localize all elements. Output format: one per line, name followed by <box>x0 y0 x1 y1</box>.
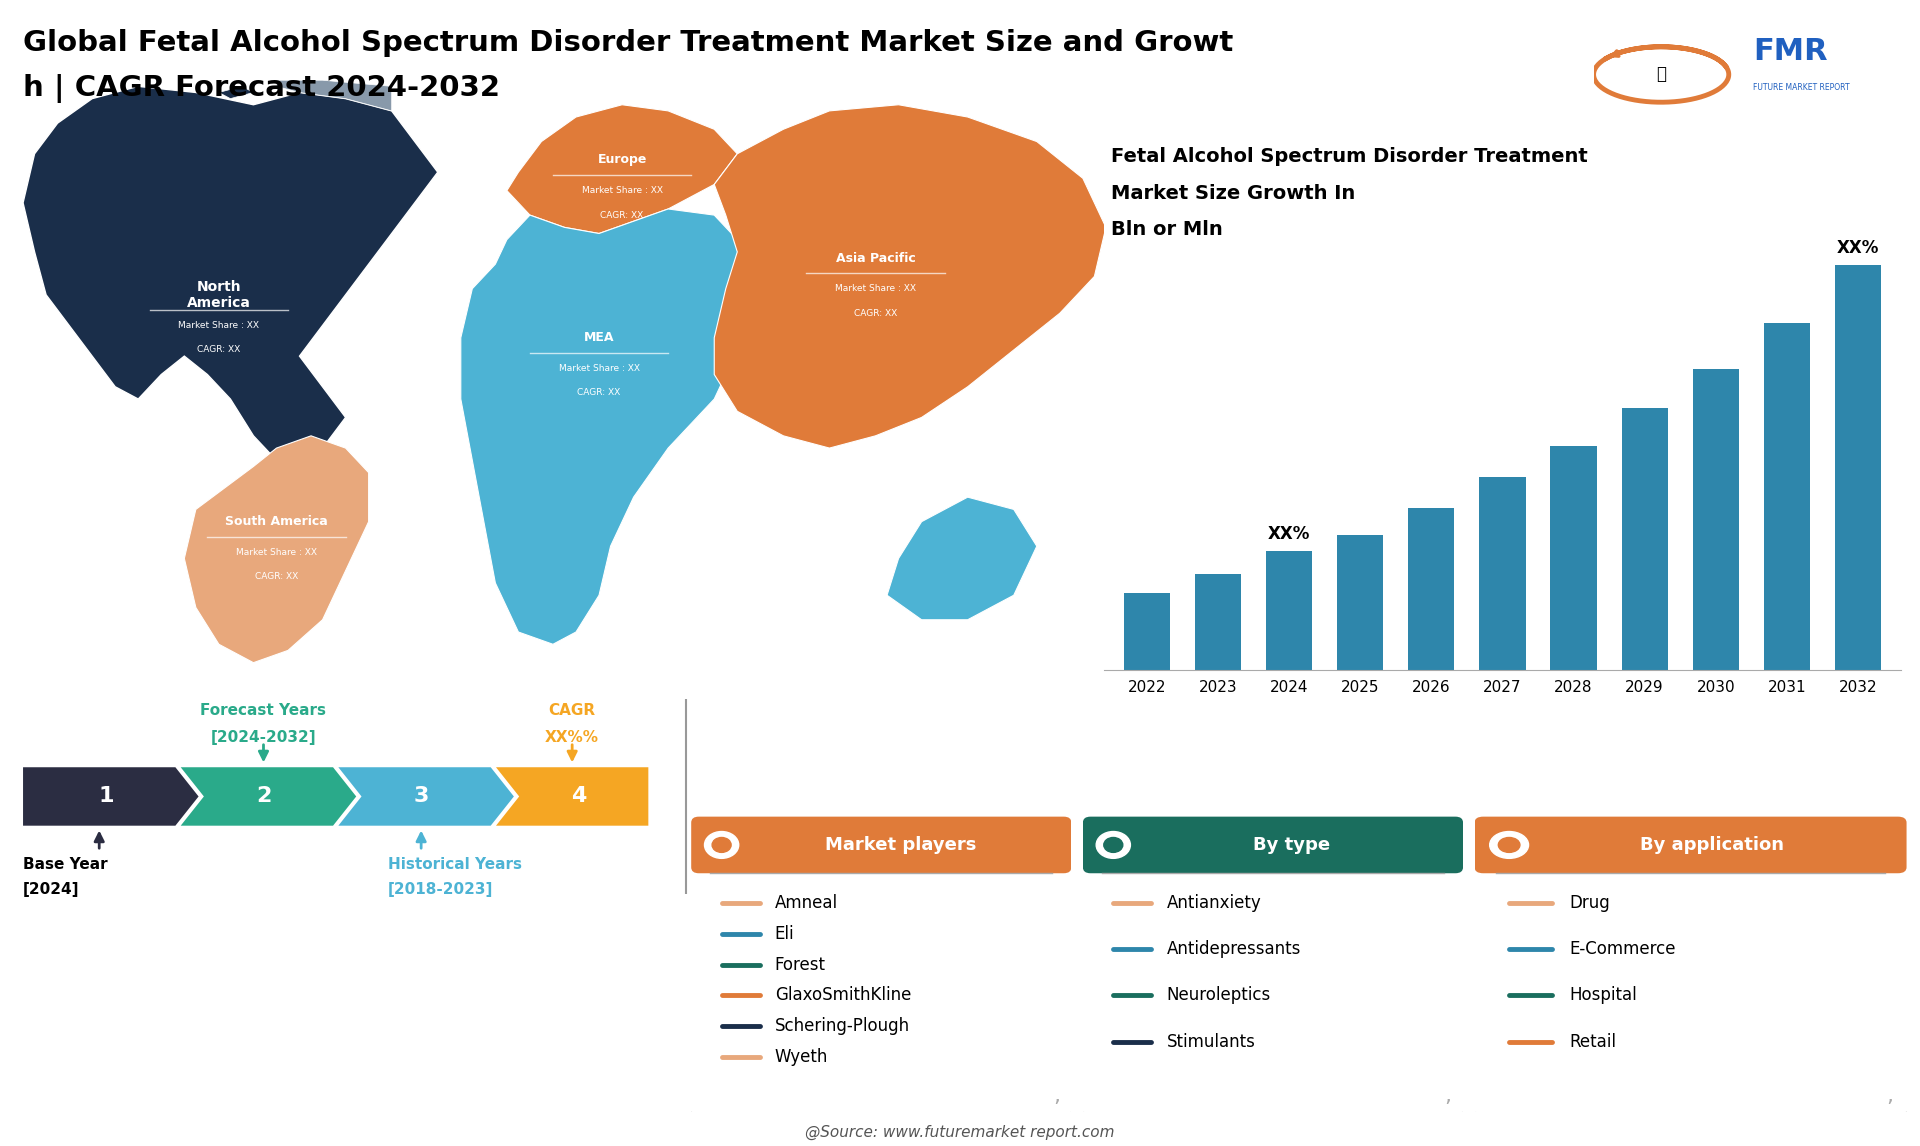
Polygon shape <box>23 768 198 825</box>
FancyBboxPatch shape <box>1475 817 1907 873</box>
Text: Schering-Plough: Schering-Plough <box>776 1018 910 1035</box>
Circle shape <box>712 838 732 853</box>
Bar <box>1478 478 1526 670</box>
Text: @Source: www.futuremarket report.com: @Source: www.futuremarket report.com <box>804 1125 1116 1140</box>
Text: h | CAGR Forecast 2024-2032: h | CAGR Forecast 2024-2032 <box>23 74 499 103</box>
Text: CAGR: XX: CAGR: XX <box>854 308 897 317</box>
Text: E-Commerce: E-Commerce <box>1569 940 1676 958</box>
Polygon shape <box>338 768 515 825</box>
Bar <box>1622 408 1668 670</box>
Polygon shape <box>23 86 438 461</box>
Text: CAGR: XX: CAGR: XX <box>255 572 298 581</box>
Polygon shape <box>180 768 357 825</box>
Text: Stimulants: Stimulants <box>1167 1033 1256 1051</box>
FancyBboxPatch shape <box>1083 817 1463 873</box>
Circle shape <box>1096 832 1131 858</box>
Text: CAGR: CAGR <box>549 702 595 717</box>
Bar <box>1265 551 1311 670</box>
Text: XX%: XX% <box>1837 240 1880 257</box>
Text: Wyeth: Wyeth <box>776 1047 828 1066</box>
Text: Market Share : XX: Market Share : XX <box>236 548 317 557</box>
Bar <box>1194 574 1240 670</box>
Text: ,: , <box>1052 1085 1060 1106</box>
Circle shape <box>1498 838 1521 853</box>
Text: Retail: Retail <box>1569 1033 1617 1051</box>
Text: CAGR: XX: CAGR: XX <box>198 345 240 354</box>
Text: [2024-2032]: [2024-2032] <box>211 730 317 745</box>
Circle shape <box>1490 832 1528 858</box>
Text: Historical Years: Historical Years <box>388 857 522 872</box>
Text: Base Year: Base Year <box>23 857 108 872</box>
Text: FMR: FMR <box>1753 38 1828 66</box>
Text: Bln or Mln: Bln or Mln <box>1112 220 1223 240</box>
Bar <box>1407 508 1453 670</box>
Text: Market Share : XX: Market Share : XX <box>835 284 916 293</box>
Text: 2: 2 <box>255 786 271 807</box>
Text: Market Share : XX: Market Share : XX <box>179 321 259 330</box>
Text: XX%%: XX%% <box>545 730 599 745</box>
Text: Europe: Europe <box>597 154 647 166</box>
Text: Fetal Alcohol Spectrum Disorder Treatment: Fetal Alcohol Spectrum Disorder Treatmen… <box>1112 148 1588 166</box>
Text: 3: 3 <box>413 786 428 807</box>
Bar <box>1123 594 1169 670</box>
Text: North
America: North America <box>186 280 252 309</box>
Text: By type: By type <box>1254 835 1331 854</box>
Text: Drug: Drug <box>1569 894 1611 912</box>
Text: ,: , <box>1887 1085 1893 1106</box>
Text: South America: South America <box>225 516 328 528</box>
Bar <box>1693 369 1740 670</box>
Text: Neuroleptics: Neuroleptics <box>1167 987 1271 1004</box>
Text: Forest: Forest <box>776 956 826 974</box>
Bar <box>1551 447 1597 670</box>
Text: [2024]: [2024] <box>23 882 79 897</box>
Bar <box>1336 535 1382 670</box>
Polygon shape <box>184 435 369 662</box>
Bar <box>1836 265 1882 670</box>
Text: 🔭: 🔭 <box>1657 65 1667 84</box>
Text: GlaxoSmithKline: GlaxoSmithKline <box>776 987 912 1004</box>
Text: XX%: XX% <box>1267 525 1309 543</box>
Circle shape <box>1104 838 1123 853</box>
Text: Global Fetal Alcohol Spectrum Disorder Treatment Market Size and Growt: Global Fetal Alcohol Spectrum Disorder T… <box>23 29 1233 56</box>
Text: Asia Pacific: Asia Pacific <box>835 251 916 265</box>
Text: Antidepressants: Antidepressants <box>1167 940 1302 958</box>
Text: CAGR: XX: CAGR: XX <box>601 211 643 220</box>
Text: ,: , <box>1444 1085 1452 1106</box>
Text: [2018-2023]: [2018-2023] <box>388 882 493 897</box>
Text: Antianxiety: Antianxiety <box>1167 894 1261 912</box>
Polygon shape <box>276 80 392 111</box>
Text: By application: By application <box>1640 835 1784 854</box>
Polygon shape <box>507 104 737 234</box>
Text: MEA: MEA <box>584 331 614 344</box>
Text: FUTURE MARKET REPORT: FUTURE MARKET REPORT <box>1753 83 1851 92</box>
Text: Eli: Eli <box>776 925 795 943</box>
Text: Market Share : XX: Market Share : XX <box>582 186 662 195</box>
Circle shape <box>705 832 739 858</box>
Polygon shape <box>495 768 649 825</box>
Text: 1: 1 <box>98 786 113 807</box>
Text: Market Size Growth In: Market Size Growth In <box>1112 183 1356 203</box>
Text: 4: 4 <box>570 786 586 807</box>
Polygon shape <box>887 497 1037 620</box>
Polygon shape <box>714 104 1106 448</box>
Text: Hospital: Hospital <box>1569 987 1638 1004</box>
Polygon shape <box>219 86 253 99</box>
Text: Forecast Years: Forecast Years <box>200 702 326 717</box>
Text: CAGR: XX: CAGR: XX <box>578 388 620 398</box>
Text: Market players: Market players <box>824 835 975 854</box>
Polygon shape <box>461 209 760 644</box>
Text: Amneal: Amneal <box>776 894 837 912</box>
FancyBboxPatch shape <box>691 817 1071 873</box>
Text: Market Share : XX: Market Share : XX <box>559 364 639 372</box>
Bar <box>1764 323 1811 670</box>
